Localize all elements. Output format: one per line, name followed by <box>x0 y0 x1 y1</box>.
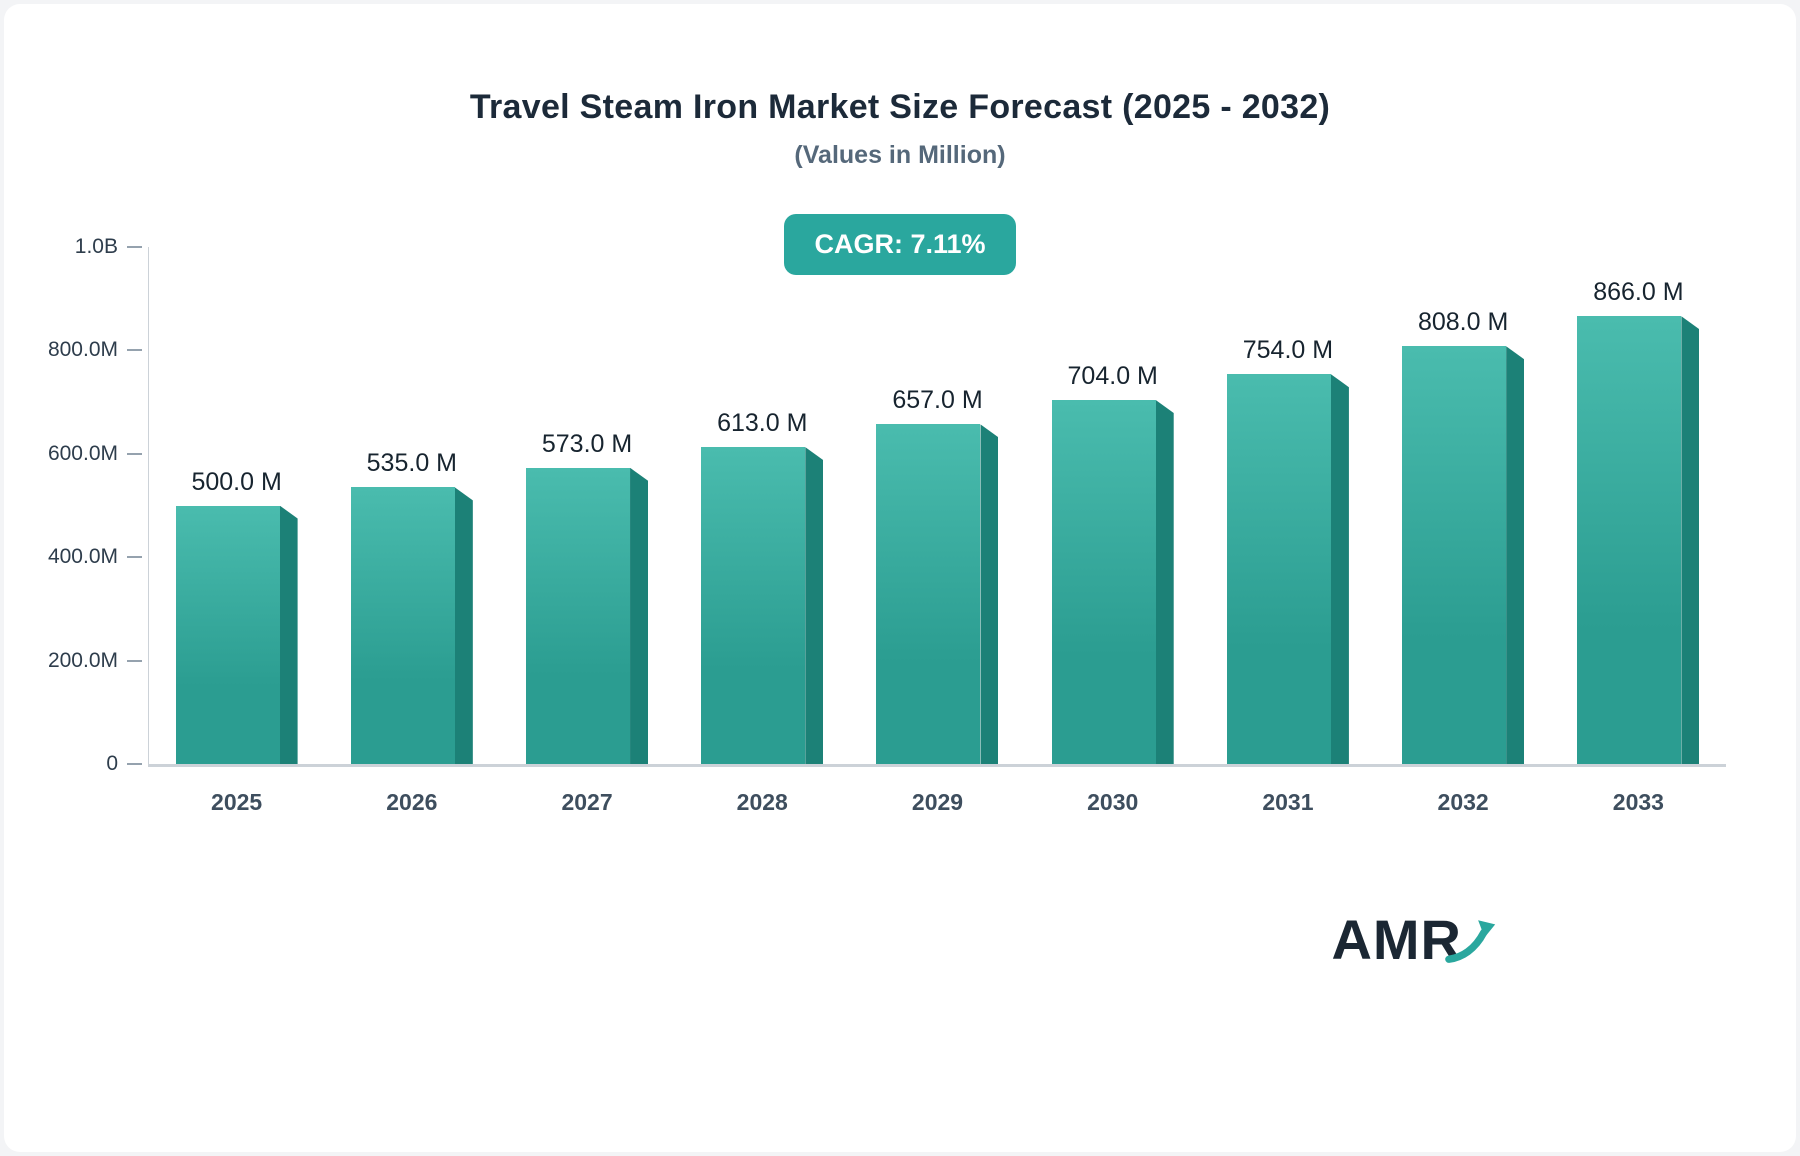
logo-text: AMR <box>1331 908 1462 971</box>
bar-slot: 866.0 M 2033 <box>1551 247 1726 815</box>
bar-side-face <box>1330 374 1349 764</box>
bar-slot: 704.0 M 2030 <box>1025 247 1200 815</box>
bar-value-label: 657.0 M <box>892 386 983 415</box>
chart-card: Travel Steam Iron Market Size Forecast (… <box>4 4 1796 1152</box>
bar-front-face <box>350 487 455 764</box>
bar-2030: 704.0 M <box>1051 362 1174 764</box>
cagr-badge: CAGR: 7.11% <box>784 214 1016 275</box>
y-tick-mark <box>127 556 142 559</box>
x-axis-label: 2033 <box>1612 789 1664 815</box>
bar-side-face <box>1155 400 1174 764</box>
y-tick-mark <box>127 452 142 455</box>
bar-value-label: 573.0 M <box>541 429 633 458</box>
bar-front-face <box>526 467 631 764</box>
badge-row: CAGR: 7.11% <box>4 214 1796 275</box>
bar-value-label: 754.0 M <box>1242 336 1334 365</box>
x-axis-label: 2030 <box>1087 789 1139 815</box>
bar-slot: 754.0 M 2031 <box>1200 247 1375 815</box>
bar-side-face <box>1681 316 1700 764</box>
bar-2032: 808.0 M <box>1402 308 1525 764</box>
chart-subtitle: (Values in Million) <box>794 141 1006 169</box>
bar-front-face <box>1226 374 1331 764</box>
cagr-badge-label: CAGR: 7.11% <box>814 229 986 259</box>
bar-value-label: 500.0 M <box>191 467 282 496</box>
bar-front-face <box>701 447 806 764</box>
bar-side-face <box>980 424 999 764</box>
amr-logo: AMR <box>1331 907 1496 972</box>
bar-slot: 500.0 M 2025 <box>149 247 324 815</box>
y-tick-mark <box>127 246 142 248</box>
y-tick-mark <box>127 763 142 765</box>
x-axis-label: 2029 <box>911 789 964 815</box>
bar-side-face <box>279 505 298 764</box>
y-tick-label: 200.0M <box>47 648 118 672</box>
bar-2027: 573.0 M <box>526 430 649 764</box>
bar-value-label: 704.0 M <box>1067 362 1158 391</box>
bar-chart: 0 200.0M 400.0M 600.0M 800.0M 1.0B 500.0 M 202… <box>4 235 1796 815</box>
chart-title: Travel Steam Iron Market Size Forecast (… <box>469 88 1331 126</box>
bar-front-face <box>1577 316 1682 764</box>
bar-2025: 500.0 M <box>175 468 298 764</box>
bar-value-label: 866.0 M <box>1593 278 1684 307</box>
x-axis-label: 2026 <box>386 789 438 815</box>
bar-value-label: 535.0 M <box>366 449 457 478</box>
x-axis-label: 2031 <box>1262 789 1314 815</box>
x-axis-label: 2027 <box>561 789 613 815</box>
bar-2033: 866.0 M <box>1577 278 1700 764</box>
bar-side-face <box>630 467 649 764</box>
bar-front-face <box>175 505 280 764</box>
bar-slot: 613.0 M 2028 <box>675 247 850 815</box>
bar-side-face <box>805 447 824 764</box>
bar-front-face <box>1051 400 1156 764</box>
y-tick-label: 600.0M <box>47 441 118 465</box>
bar-slot: 573.0 M 2027 <box>499 247 674 815</box>
x-axis-label: 2032 <box>1437 789 1489 815</box>
bar-2028: 613.0 M <box>701 409 824 764</box>
y-tick-label: 1.0B <box>74 235 118 258</box>
bar-2029: 657.0 M <box>876 386 999 764</box>
bar-front-face <box>1402 346 1507 764</box>
y-tick-label: 400.0M <box>47 545 118 569</box>
y-tick-label: 800.0M <box>47 338 118 362</box>
bar-slot: 535.0 M 2026 <box>324 247 499 815</box>
bar-2026: 535.0 M <box>350 449 473 764</box>
bar-slot: 808.0 M 2032 <box>1376 247 1551 815</box>
y-tick-mark <box>127 349 142 352</box>
y-axis: 0 200.0M 400.0M 600.0M 800.0M 1.0B <box>40 235 148 775</box>
bar-value-label: 808.0 M <box>1417 308 1509 337</box>
bar-2031: 754.0 M <box>1226 336 1349 764</box>
plot-area: 500.0 M 2025 535.0 M 2026 573.0 M 2027 613.0 M… <box>148 247 1726 815</box>
x-axis-label: 2025 <box>211 789 263 815</box>
bar-side-face <box>454 487 473 764</box>
bar-front-face <box>876 424 981 764</box>
y-tick-label: 0 <box>106 752 118 775</box>
bar-value-label: 613.0 M <box>717 409 808 438</box>
x-axis-label: 2028 <box>736 789 788 815</box>
y-tick-mark <box>127 659 142 662</box>
bar-slot: 657.0 M 2029 <box>850 247 1025 815</box>
logo-arrow-icon <box>1445 919 1496 963</box>
bar-side-face <box>1506 346 1525 764</box>
